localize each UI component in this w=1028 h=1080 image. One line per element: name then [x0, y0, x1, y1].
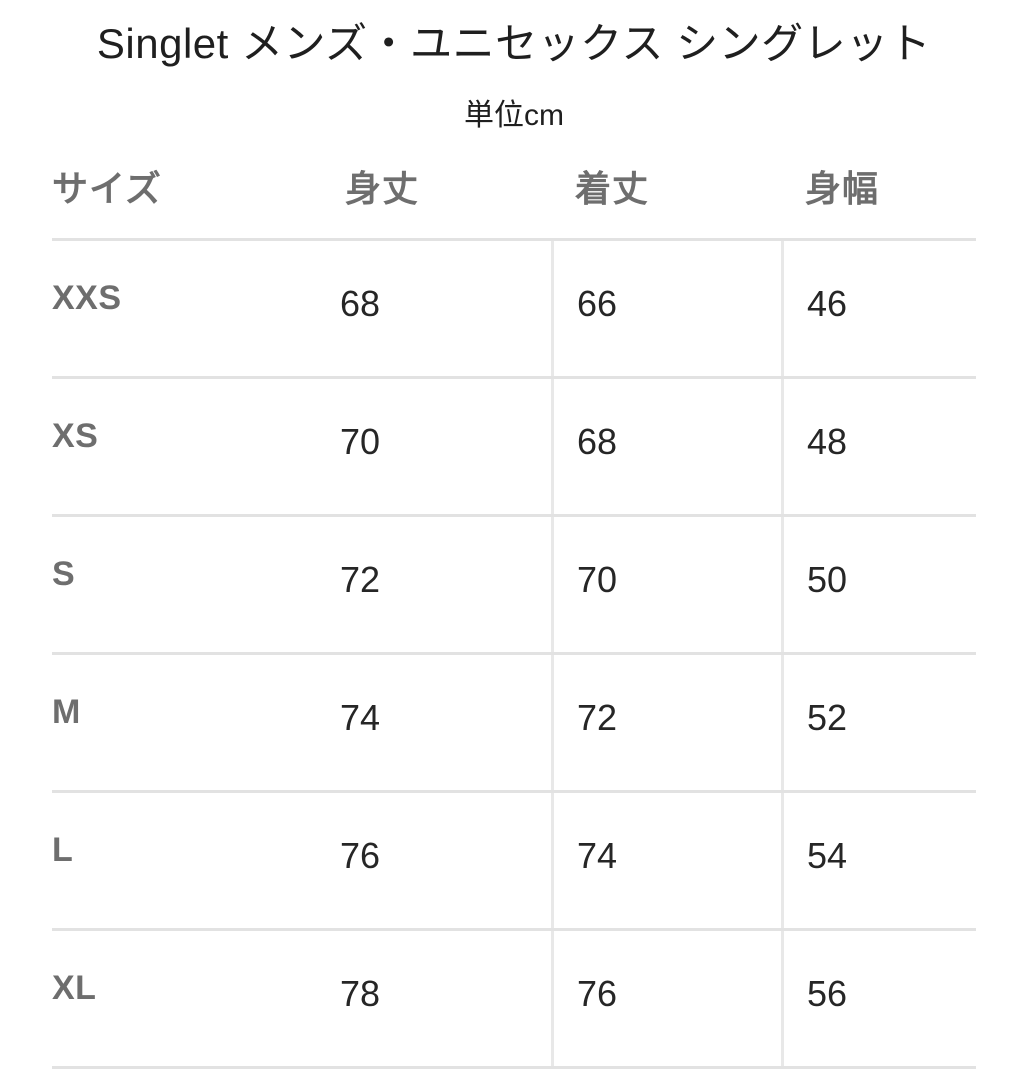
cell-mitake: 78 — [340, 973, 381, 1014]
row-size-label: XXS — [52, 279, 122, 317]
table-header-row: サイズ 身丈 着丈 身幅 — [52, 146, 976, 238]
cell-kitake: 70 — [577, 559, 618, 600]
column-divider — [551, 241, 554, 376]
page-title: Singlet メンズ・ユニセックス シングレット — [96, 20, 932, 67]
column-divider — [781, 793, 784, 928]
row-size-label: S — [52, 555, 76, 593]
cell-mitake: 74 — [340, 697, 381, 738]
cell-mihaba: 52 — [807, 697, 848, 738]
column-header-mihaba: 身幅 — [805, 168, 880, 209]
column-header-mitake: 身丈 — [345, 168, 420, 209]
column-divider — [781, 931, 784, 1066]
cell-kitake: 66 — [577, 283, 618, 324]
table-row: L 76 74 54 — [52, 793, 976, 931]
column-divider — [551, 793, 554, 928]
table-row: XS 70 68 48 — [52, 379, 976, 517]
row-size-label: XS — [52, 417, 99, 455]
table-row: S 72 70 50 — [52, 517, 976, 655]
column-divider — [551, 655, 554, 790]
unit-subtitle: 単位cm — [464, 99, 564, 132]
size-table: サイズ 身丈 着丈 身幅 XXS 68 66 46 XS 70 68 48 S … — [52, 146, 976, 1069]
table-row: M 74 72 52 — [52, 655, 976, 793]
row-size-label: XL — [52, 969, 97, 1007]
cell-kitake: 68 — [577, 421, 618, 462]
column-divider — [781, 379, 784, 514]
cell-mihaba: 46 — [807, 283, 848, 324]
cell-mihaba: 48 — [807, 421, 848, 462]
row-size-label: L — [52, 831, 74, 869]
cell-mihaba: 50 — [807, 559, 848, 600]
column-divider — [781, 241, 784, 376]
cell-mihaba: 54 — [807, 835, 848, 876]
column-header-kitake: 着丈 — [575, 168, 650, 209]
cell-kitake: 76 — [577, 973, 618, 1014]
cell-mitake: 68 — [340, 283, 381, 324]
column-divider — [781, 517, 784, 652]
cell-kitake: 74 — [577, 835, 618, 876]
column-divider — [551, 379, 554, 514]
cell-mitake: 76 — [340, 835, 381, 876]
column-divider — [551, 931, 554, 1066]
cell-kitake: 72 — [577, 697, 618, 738]
cell-mitake: 70 — [340, 421, 381, 462]
column-header-size: サイズ — [52, 168, 162, 209]
table-row: XXS 68 66 46 — [52, 238, 976, 379]
row-size-label: M — [52, 693, 81, 731]
cell-mihaba: 56 — [807, 973, 848, 1014]
column-divider — [551, 517, 554, 652]
column-divider — [781, 655, 784, 790]
table-row: XL 78 76 56 — [52, 931, 976, 1069]
cell-mitake: 72 — [340, 559, 381, 600]
